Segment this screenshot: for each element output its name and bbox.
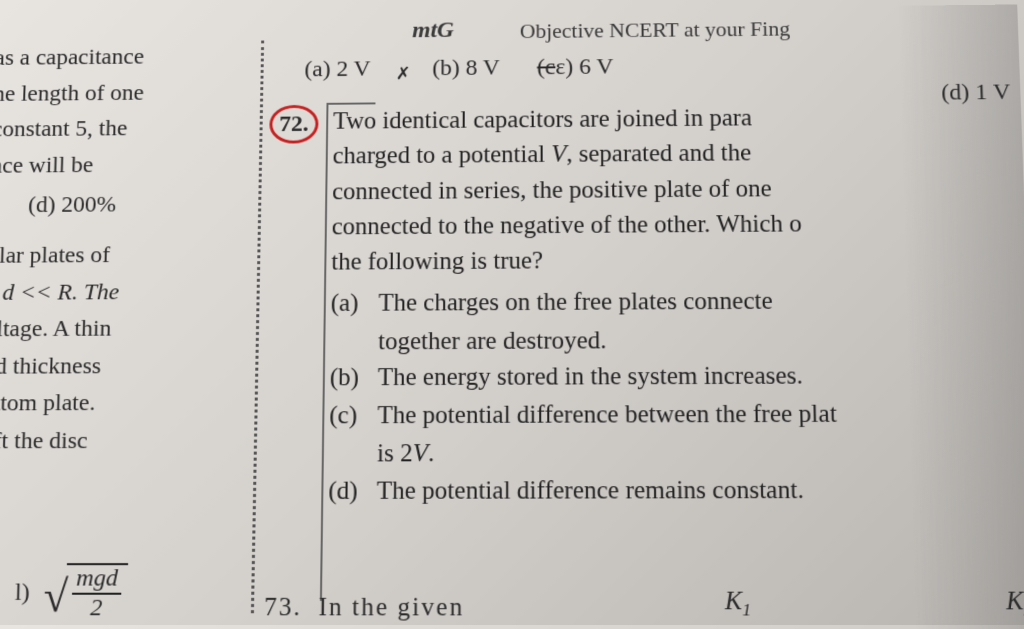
frag-line: oltage. A thin (0, 312, 261, 346)
option-c: (cε) 6 V (537, 54, 614, 81)
opt-text: The potential difference remains constan… (377, 472, 1024, 510)
struck-c: (c (537, 55, 555, 80)
opt-text: The potential difference between the fre… (377, 396, 1024, 435)
frag-line: ottom plate. (0, 387, 260, 421)
opt-text-cont: together are destroyed. (378, 321, 1024, 360)
q73-number: 73. (264, 594, 302, 622)
q72-body: Two identical capacitors are joined in p… (328, 99, 1024, 512)
fraction-denominator: 2 (86, 595, 107, 623)
q72-option-a: (a) The charges on the free plates conne… (331, 283, 1024, 323)
textbook-page: mtG Objective NCERT at your Fing as a ca… (0, 5, 1024, 629)
q72-stem-line: Two identical capacitors are joined in p… (333, 99, 1024, 140)
prefix-l: l) (14, 579, 30, 607)
option-a: (a) 2 V (304, 57, 370, 83)
handwritten-epsilon: ε (555, 55, 565, 80)
q72-options: (a) The charges on the free plates conne… (328, 283, 1024, 510)
frag-line: ular plates of (0, 239, 263, 273)
bracket-vertical (320, 105, 329, 601)
q72-option-c: (c) The potential difference between the… (329, 396, 1024, 435)
opt-letter: (d) (328, 473, 377, 510)
opt-text: The energy stored in the system increase… (378, 357, 1024, 396)
frag-line: nce will be (0, 148, 264, 182)
q72-number-circle: 72. (269, 105, 319, 144)
q72-stem-line: connected to the negative of the other. … (332, 205, 1024, 245)
option-b: (b) 8 V (432, 55, 500, 81)
k1-label: K1 (725, 588, 752, 621)
sqrt-expression: l) √ mgd 2 (14, 563, 128, 622)
k2-label: K2 (1006, 588, 1024, 621)
frag-line: e d << R. The (0, 275, 262, 309)
option-d-200: (d) 200% (28, 188, 264, 222)
opt-letter: (a) (331, 286, 379, 322)
k-letter: K (1006, 588, 1024, 616)
fraction: mgd 2 (65, 563, 128, 622)
q72-option-b: (b) The energy stored in the system incr… (330, 357, 1024, 396)
left-column-fragment: as a capacitance ne length of one consta… (0, 41, 266, 463)
q73-fragment: 73. In the given (264, 594, 464, 623)
opt-text-cont: is 2V. (377, 435, 1024, 473)
q72-stem-line: charged to a potential V, separated and … (332, 134, 1024, 175)
q72-stem-line: connected in series, the positive plate … (332, 169, 1024, 209)
frag-line: as a capacitance (0, 41, 266, 75)
q72-number: 72. (279, 111, 309, 137)
frag-line: lift the disc (0, 424, 259, 458)
fraction-numerator: mgd (72, 565, 122, 595)
frag-line: nd thickness (0, 350, 261, 384)
header-tagline: Objective NCERT at your Fing (520, 16, 790, 43)
q73-text: In the given (318, 594, 464, 622)
opt-letter: (c) (329, 398, 377, 434)
q72-option-d: (d) The potential difference remains con… (328, 472, 1024, 510)
frag-line: constant 5, the (0, 112, 265, 146)
frag-line: ne length of one (0, 76, 265, 110)
sqrt-icon: √ (43, 581, 68, 612)
opt-text: The charges on the free plates connecte (378, 283, 1024, 322)
frag-group2: ular plates of e d << R. The oltage. A t… (0, 239, 263, 459)
mcq-options-row: (a) 2 V ✗ (b) 8 V (cε) 6 V (304, 54, 641, 83)
k-letter: K (725, 588, 743, 616)
k-sub: 1 (742, 599, 751, 620)
brand-logo: mtG (412, 18, 454, 44)
pen-mark-icon: ✗ (396, 64, 411, 84)
q72-stem-line: the following is true? (331, 241, 1024, 281)
opt-letter: (b) (330, 360, 378, 396)
